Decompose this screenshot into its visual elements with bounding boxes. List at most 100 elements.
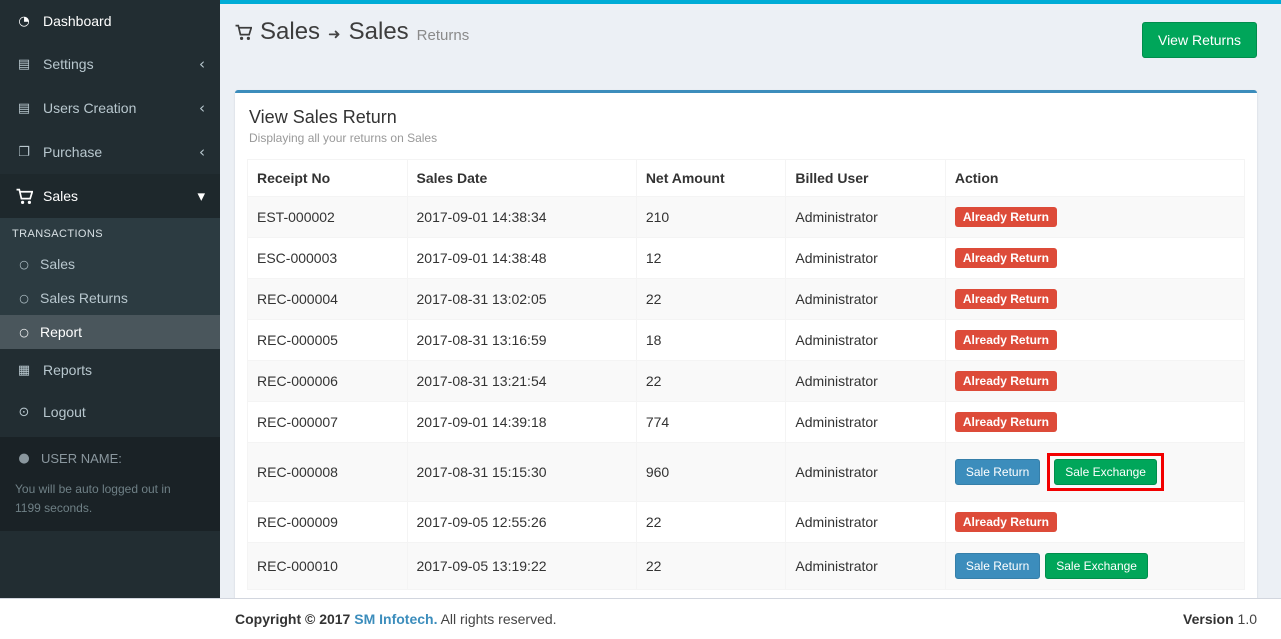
sales-cart-icon <box>15 188 33 205</box>
table-row: REC-000008 2017-08-31 15:15:30 960 Administ… <box>247 442 1246 502</box>
sales-return-card: View Sales Return Displaying all your re… <box>235 90 1257 606</box>
sidebar-item-label: Dashboard <box>43 13 112 29</box>
table-row: ESC-000003 2017-09-01 14:38:48 12 Administr… <box>247 237 1246 279</box>
page-body: View Sales Return Displaying all your re… <box>220 58 1281 606</box>
cell-net-amount: 22 <box>635 360 787 402</box>
rights-text: All rights reserved. <box>440 611 557 627</box>
table-row: EST-000002 2017-09-01 14:38:34 210 Administ… <box>247 196 1246 238</box>
sidebar-item-dashboard[interactable]: ◔ Dashboard <box>0 0 220 42</box>
sidebar-bottom-menu: ▦ Reports ⊙ Logout <box>0 349 220 433</box>
sidebar-item-sales[interactable]: Sales ▾ <box>0 174 220 218</box>
sidebar-subitem-report[interactable]: ○ Report <box>0 315 220 349</box>
already-return-badge: Already Return <box>954 330 1057 350</box>
sale-exchange-button[interactable]: Sale Exchange <box>1054 459 1157 485</box>
sale-return-button[interactable]: Sale Return <box>954 553 1041 579</box>
sales-returns-table: Receipt No Sales Date Net Amount Billed Use… <box>247 159 1246 590</box>
sidebar-section-label: TRANSACTIONS <box>12 228 103 240</box>
cell-action: Already Return <box>944 401 1246 443</box>
table-header-row: Receipt No Sales Date Net Amount Billed Use… <box>247 159 1246 197</box>
circle-icon: ○ <box>19 291 29 305</box>
sidebar: ◔ Dashboard ▤ Settings ‹ ▤ Users Creation ‹ ❐ Pur… <box>0 0 220 598</box>
already-return-badge: Already Return <box>954 412 1057 432</box>
table-row: REC-000007 2017-09-01 14:39:18 774 Administ… <box>247 401 1246 443</box>
already-return-badge: Already Return <box>954 512 1057 532</box>
sidebar-subitem-label: Sales Returns <box>40 290 128 306</box>
user-name-label: USER NAME: <box>41 451 122 466</box>
cell-billed-user: Administrator <box>785 360 946 402</box>
brand-link[interactable]: SM Infotech. <box>354 611 438 627</box>
sidebar-item-logout[interactable]: ⊙ Logout <box>0 391 220 433</box>
sidebar-user-panel: ● USER NAME: You will be auto logged out… <box>0 437 220 532</box>
circle-icon: ○ <box>19 257 29 271</box>
footer: Copyright © 2017 SM Infotech. All rights… <box>0 598 1281 639</box>
copyright-prefix: Copyright © 2017 <box>235 611 351 627</box>
sidebar-subitem-sales[interactable]: ○ Sales <box>0 247 220 281</box>
sidebar-item-users-creation[interactable]: ▤ Users Creation ‹ <box>0 86 220 130</box>
auto-logout-note: You will be auto logged out in 1199 seco… <box>15 482 171 515</box>
users-creation-icon: ▤ <box>17 100 31 116</box>
cell-action: Already Return <box>944 237 1246 279</box>
cell-sales-date: 2017-09-01 14:38:34 <box>406 196 637 238</box>
already-return-badge: Already Return <box>954 207 1057 227</box>
cell-action: Already Return <box>944 319 1246 361</box>
sidebar-item-label: Sales <box>43 188 79 204</box>
cell-action: Sale Return Sale Exchange <box>944 442 1246 502</box>
sidebar-submenu: ○ Sales ○ Sales Returns ○ Report <box>0 247 220 349</box>
cell-sales-date: 2017-09-01 14:38:48 <box>406 237 637 279</box>
breadcrumb: Sales ➜ Sales Returns <box>235 18 469 46</box>
cell-receipt-no: REC-000005 <box>247 319 408 361</box>
sidebar-item-label: Users Creation <box>43 100 137 116</box>
annotation-highlight-box: Sale Exchange <box>1047 453 1164 491</box>
sidebar-subitem-sales-returns[interactable]: ○ Sales Returns <box>0 281 220 315</box>
sidebar-item-label: Purchase <box>43 144 103 160</box>
cell-billed-user: Administrator <box>785 501 946 543</box>
cell-net-amount: 210 <box>635 196 787 238</box>
logout-icon: ⊙ <box>18 404 30 420</box>
cell-sales-date: 2017-08-31 15:15:30 <box>406 442 637 502</box>
card-title: View Sales Return <box>249 107 397 127</box>
sidebar-menu: ◔ Dashboard ▤ Settings ‹ ▤ Users Creation ‹ ❐ Pur… <box>0 0 220 218</box>
chevron-left-icon: ‹ <box>199 55 205 73</box>
column-header-action: Action <box>944 159 1246 197</box>
cell-billed-user: Administrator <box>785 196 946 238</box>
already-return-badge: Already Return <box>954 248 1057 268</box>
cell-net-amount: 22 <box>635 501 787 543</box>
view-returns-button[interactable]: View Returns <box>1141 22 1257 58</box>
cart-icon <box>235 24 252 41</box>
sale-exchange-button[interactable]: Sale Exchange <box>1045 553 1148 579</box>
sidebar-transactions-tree: TRANSACTIONS ○ Sales ○ Sales Returns ○ Report <box>0 218 220 349</box>
column-header-net-amount: Net Amount <box>635 159 787 197</box>
reports-icon: ▦ <box>17 362 31 378</box>
cell-net-amount: 22 <box>635 542 787 590</box>
user-icon: ● <box>18 451 30 466</box>
sidebar-subitem-label: Sales <box>40 256 76 272</box>
chevron-left-icon: ‹ <box>199 143 205 161</box>
cell-billed-user: Administrator <box>785 319 946 361</box>
sale-return-button[interactable]: Sale Return <box>954 458 1041 485</box>
cell-receipt-no: REC-000009 <box>247 501 408 543</box>
cell-action: Already Return <box>944 360 1246 402</box>
copyright-text: Copyright © 2017 SM Infotech. All rights… <box>235 611 557 627</box>
cell-sales-date: 2017-09-05 13:19:22 <box>406 542 637 590</box>
cell-receipt-no: ESC-000003 <box>247 237 408 279</box>
column-header-sales-date: Sales Date <box>406 159 637 197</box>
sidebar-item-purchase[interactable]: ❐ Purchase ‹ <box>0 130 220 174</box>
chevron-left-icon: ‹ <box>199 99 205 117</box>
version-number: 1.0 <box>1237 611 1257 627</box>
cell-billed-user: Administrator <box>785 401 946 443</box>
sidebar-filler <box>0 531 220 598</box>
table-row: REC-000009 2017-09-05 12:55:26 22 Administr… <box>247 501 1246 543</box>
cell-billed-user: Administrator <box>785 237 946 279</box>
cell-action: Sale Return Sale Exchange <box>944 542 1246 590</box>
cell-receipt-no: REC-000008 <box>247 442 408 502</box>
card-subtitle: Displaying all your returns on Sales <box>249 131 438 145</box>
purchase-icon: ❐ <box>18 144 30 160</box>
sidebar-item-settings[interactable]: ▤ Settings ‹ <box>0 42 220 86</box>
settings-icon: ▤ <box>17 56 31 72</box>
cell-net-amount: 774 <box>635 401 787 443</box>
breadcrumb-section: Sales <box>260 18 321 45</box>
cell-sales-date: 2017-08-31 13:16:59 <box>406 319 637 361</box>
table-row: REC-000006 2017-08-31 13:21:54 22 Administr… <box>247 360 1246 402</box>
sidebar-item-reports[interactable]: ▦ Reports <box>0 349 220 391</box>
